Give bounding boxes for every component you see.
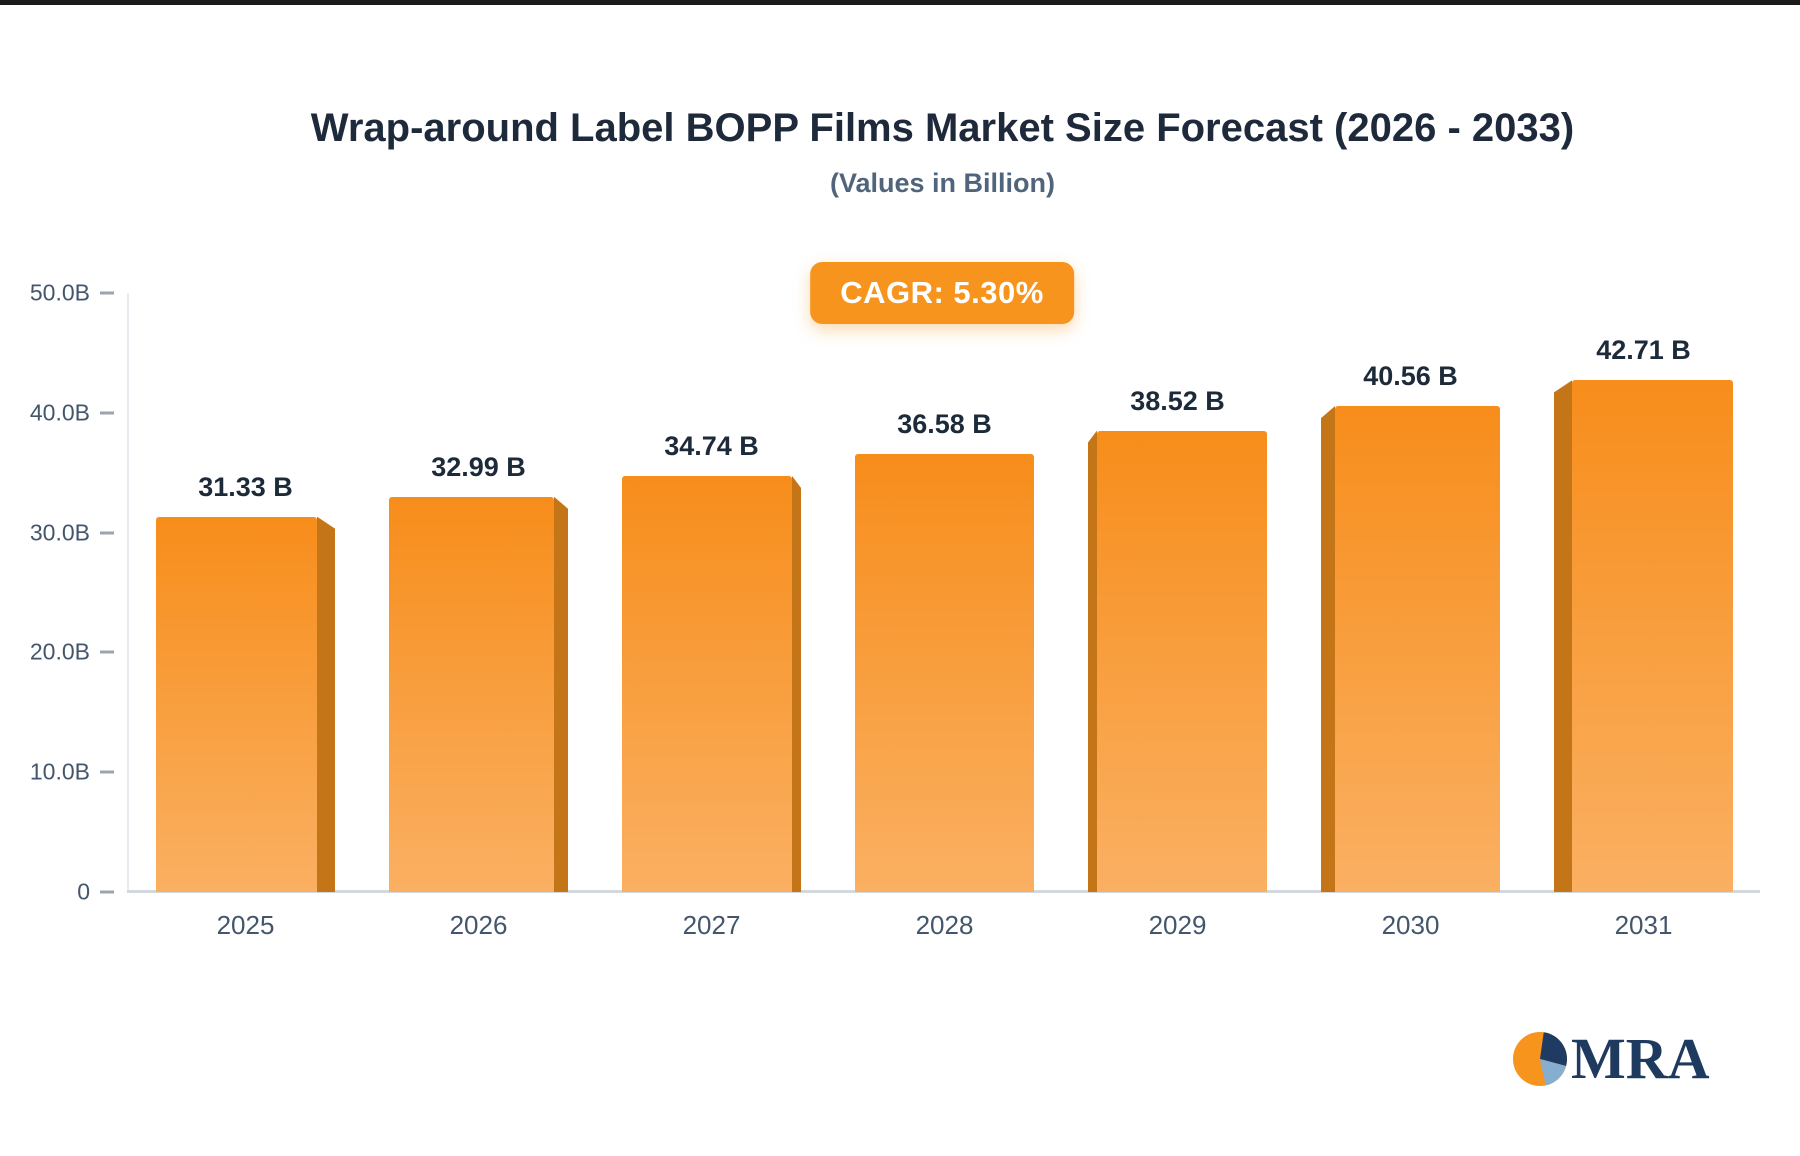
plot-area: 50.0B 40.0B 30.0B 20.0B 10.0B 0 31.33 B 2025 32… xyxy=(30,280,1760,940)
mra-logo-text: MRA xyxy=(1571,1026,1710,1091)
x-tick-label: 2025 xyxy=(216,910,275,940)
bar-value-label: 36.58 B xyxy=(897,408,992,439)
x-tick-label: 2026 xyxy=(449,910,508,940)
bar-slot: 38.52 B 2029 xyxy=(1061,293,1294,940)
bar-side-face xyxy=(1554,380,1572,892)
bar-slot: 36.58 B 2028 xyxy=(828,293,1061,940)
x-tick-label: 2027 xyxy=(682,910,741,940)
bar-face xyxy=(156,516,317,892)
bar-face xyxy=(389,496,554,892)
bar-side-face xyxy=(1088,430,1097,892)
y-tick: 30.0B xyxy=(2,519,114,546)
bar-slot: 31.33 B 2025 xyxy=(129,293,362,940)
y-axis: 50.0B 40.0B 30.0B 20.0B 10.0B 0 xyxy=(30,280,1760,905)
bar-side-face xyxy=(317,516,335,892)
bar xyxy=(1321,406,1500,892)
bar-face xyxy=(855,453,1034,892)
bar xyxy=(389,496,568,892)
chart-subtitle: (Values in Billion) xyxy=(829,168,1056,198)
bar xyxy=(156,516,335,892)
y-tick: 40.0B xyxy=(2,399,114,426)
bar-value-label: 38.52 B xyxy=(1130,385,1225,416)
y-tick-label: 30.0B xyxy=(29,519,90,546)
chart-header: Wrap-around Label BOPP Films Market Size… xyxy=(127,104,1758,199)
bar-slot: 42.71 B 2031 xyxy=(1527,293,1760,940)
x-tick-label: 2030 xyxy=(1381,910,1440,940)
bar-face xyxy=(622,475,792,892)
bar xyxy=(855,453,1034,892)
y-tick: 10.0B xyxy=(2,759,114,786)
bar-slot: 32.99 B 2026 xyxy=(362,293,595,940)
mra-logo: MRA xyxy=(1512,1030,1710,1088)
y-tick-mark xyxy=(100,770,114,774)
bar-value-label: 42.71 B xyxy=(1596,335,1691,366)
y-tick-mark xyxy=(100,650,114,654)
y-tick: 50.0B xyxy=(2,280,114,307)
y-tick: 20.0B xyxy=(2,639,114,666)
y-tick-mark xyxy=(100,291,114,295)
bar-face xyxy=(1572,380,1733,892)
y-tick-label: 50.0B xyxy=(29,279,90,306)
top-edge-bar xyxy=(0,0,1800,5)
chart-title: Wrap-around Label BOPP Films Market Size… xyxy=(310,106,1575,150)
y-tick-mark xyxy=(100,890,114,894)
x-tick-label: 2031 xyxy=(1614,910,1673,940)
y-tick-label: 10.0B xyxy=(29,758,90,785)
bar-face xyxy=(1335,406,1500,892)
bar-value-label: 34.74 B xyxy=(664,430,759,461)
bar-slot: 40.56 B 2030 xyxy=(1294,293,1527,940)
bar-value-label: 32.99 B xyxy=(431,451,526,482)
mra-logo-icon xyxy=(1513,1032,1568,1086)
bar-value-label: 31.33 B xyxy=(198,471,293,502)
y-tick-label: 20.0B xyxy=(29,638,90,665)
cagr-badge: CAGR: 5.30% xyxy=(810,262,1074,324)
bar-side-face xyxy=(792,475,801,892)
x-tick-label: 2029 xyxy=(1148,910,1207,940)
y-tick: 0 xyxy=(2,879,114,906)
y-tick-mark xyxy=(100,411,114,415)
bar-side-face xyxy=(554,496,568,892)
bar-value-label: 40.56 B xyxy=(1363,361,1458,392)
bar xyxy=(1088,430,1267,892)
bar-side-face xyxy=(1321,406,1335,892)
y-tick-mark xyxy=(100,531,114,535)
bar-slot: 34.74 B 2027 xyxy=(595,293,828,940)
bar-face xyxy=(1097,430,1267,892)
y-tick-label: 0 xyxy=(77,878,90,905)
y-tick-label: 40.0B xyxy=(29,399,90,426)
bar xyxy=(1554,380,1733,892)
x-tick-label: 2028 xyxy=(915,910,974,940)
bar xyxy=(622,475,801,892)
